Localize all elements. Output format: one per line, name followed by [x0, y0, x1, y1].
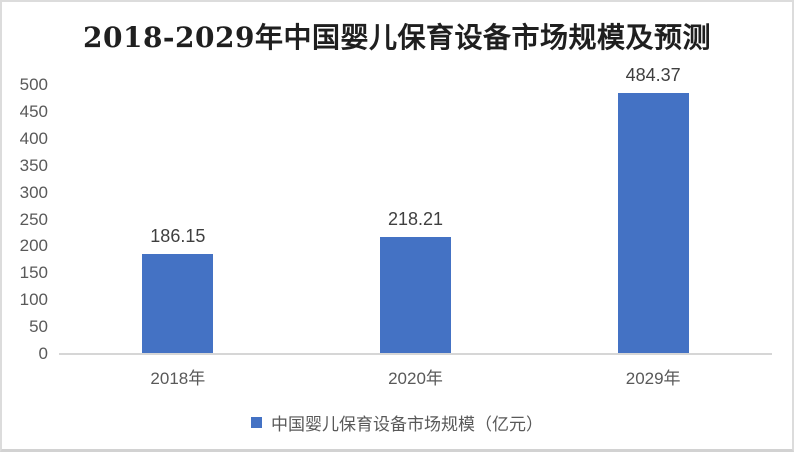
x-axis-category-label: 2029年: [625, 369, 681, 388]
x-axis-category-label: 2018年: [150, 369, 206, 388]
y-axis-tick-label: 350: [19, 155, 48, 175]
bar-value-label: 186.15: [150, 225, 206, 246]
x-axis-category-label: 2020年: [388, 369, 443, 388]
y-axis-tick-label: 100: [19, 290, 48, 310]
y-axis-tick-label: 200: [19, 236, 48, 256]
bar-value-label: 218.21: [387, 208, 444, 229]
legend: 中国婴儿保育设备市场规模（亿元）: [2, 410, 792, 435]
y-axis-tick-label: 150: [19, 263, 48, 283]
x-axis-line: [59, 353, 772, 355]
y-axis-tick-label: 400: [19, 128, 48, 148]
legend-label: 中国婴儿保育设备市场规模（亿元）: [271, 415, 543, 434]
y-axis-tick-label: 500: [19, 75, 48, 94]
y-axis-tick-label: 300: [19, 182, 48, 202]
y-axis-tick-label: 450: [19, 101, 48, 121]
y-axis-tick-label: 250: [19, 209, 48, 229]
chart-title: 2018-2029年中国婴儿保育设备市场规模及预测: [83, 21, 711, 54]
y-axis-tick-label: 0: [38, 344, 48, 363]
y-axis-tick-label: 50: [29, 317, 48, 337]
bar: [142, 253, 214, 353]
bar: [380, 236, 451, 353]
bar: [617, 93, 689, 353]
legend-swatch-icon: [251, 417, 262, 428]
bar-value-label: 484.37: [625, 65, 681, 86]
